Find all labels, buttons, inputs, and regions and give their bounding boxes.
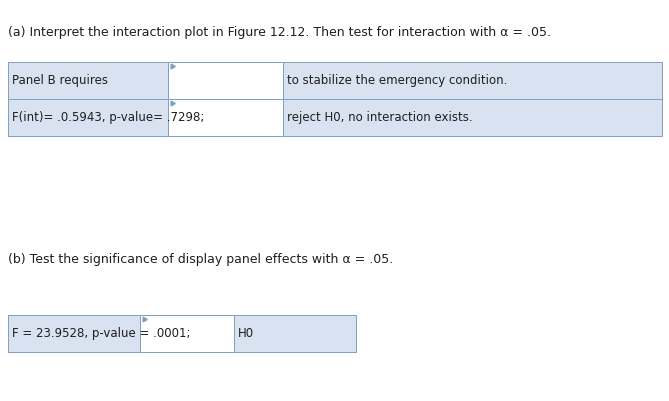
Text: Panel B requires: Panel B requires [12, 74, 108, 87]
Bar [8, 62, 662, 99]
Bar [169, 62, 283, 99]
Bar [169, 99, 283, 136]
Text: (a) Interpret the interaction plot in Figure 12.12. Then test for interaction wi: (a) Interpret the interaction plot in Fi… [8, 26, 551, 39]
Text: reject H0, no interaction exists.: reject H0, no interaction exists. [287, 111, 472, 124]
Text: H0: H0 [238, 327, 254, 340]
Text: to stabilize the emergency condition.: to stabilize the emergency condition. [287, 74, 507, 87]
Bar [8, 99, 662, 136]
Bar [140, 315, 234, 352]
Text: F = 23.9528, p-value = .0001;: F = 23.9528, p-value = .0001; [12, 327, 191, 340]
Text: (b) Test the significance of display panel effects with α = .05.: (b) Test the significance of display pan… [8, 253, 393, 265]
Bar [8, 315, 356, 352]
Text: F(int)= .0.5943, p-value= .7298;: F(int)= .0.5943, p-value= .7298; [12, 111, 205, 124]
